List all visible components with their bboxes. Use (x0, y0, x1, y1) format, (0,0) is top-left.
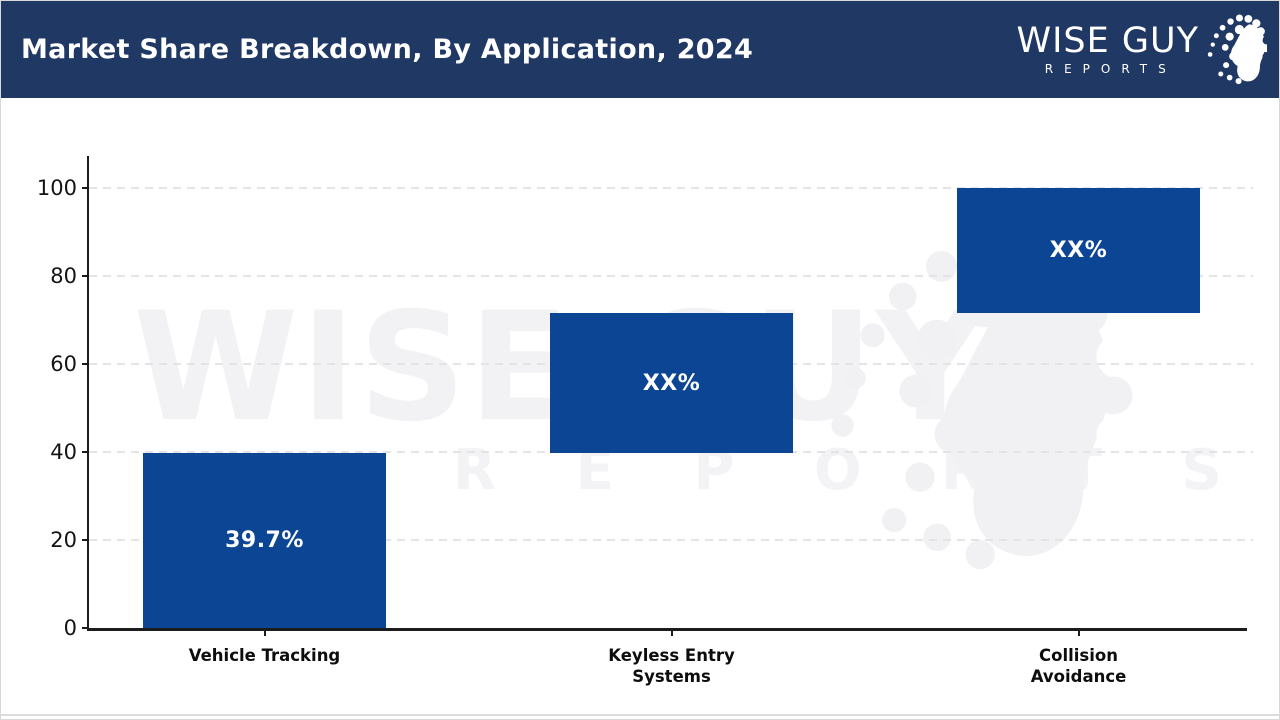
x-axis (87, 628, 1247, 631)
gridline (89, 187, 1253, 189)
bar-value-label: XX% (642, 370, 701, 396)
page-title: Market Share Breakdown, By Application, … (21, 34, 754, 65)
x-axis-tick (670, 630, 673, 636)
logo-text: WISE GUY REPORTS (1016, 21, 1199, 76)
y-axis-tick-label: 40 (50, 440, 77, 464)
y-axis-tick-label: 60 (50, 352, 77, 376)
bar: XX% (957, 188, 1200, 313)
bar-value-label: XX% (1049, 237, 1108, 263)
x-category-label: Keyless Entry Systems (608, 646, 735, 686)
logo-subtitle: REPORTS (1044, 62, 1177, 76)
y-axis-tick-label: 100 (36, 176, 77, 200)
y-axis-tick (82, 539, 89, 541)
x-category-label: Vehicle Tracking (188, 646, 341, 665)
x-category-label: Collision Avoidance (1030, 646, 1127, 686)
bar-value-label: 39.7% (225, 528, 304, 554)
y-axis-tick (82, 275, 89, 277)
x-axis-tick (263, 630, 266, 636)
bar: XX% (550, 312, 793, 454)
y-axis (87, 156, 89, 630)
logo-wordmark: WISE GUY (1016, 21, 1199, 61)
y-axis-tick (82, 363, 89, 365)
y-axis-tick (82, 187, 89, 189)
wise-guy-reports-logo: WISE GUY REPORTS (1016, 11, 1267, 89)
y-axis-tick-label: 80 (50, 264, 77, 288)
x-axis-tick (1077, 630, 1080, 636)
bottom-divider (1, 714, 1279, 716)
y-axis-tick (82, 451, 89, 453)
y-axis-tick (82, 627, 89, 629)
watermark-face-icon (831, 231, 1140, 570)
gridline (89, 539, 1253, 541)
dotted-face-icon (1207, 13, 1267, 84)
y-axis-tick-label: 0 (63, 616, 77, 640)
gridline (89, 275, 1253, 277)
header: Market Share Breakdown, By Application, … (1, 1, 1279, 98)
bar: 39.7% (143, 453, 386, 628)
y-axis-tick-label: 20 (50, 528, 77, 552)
